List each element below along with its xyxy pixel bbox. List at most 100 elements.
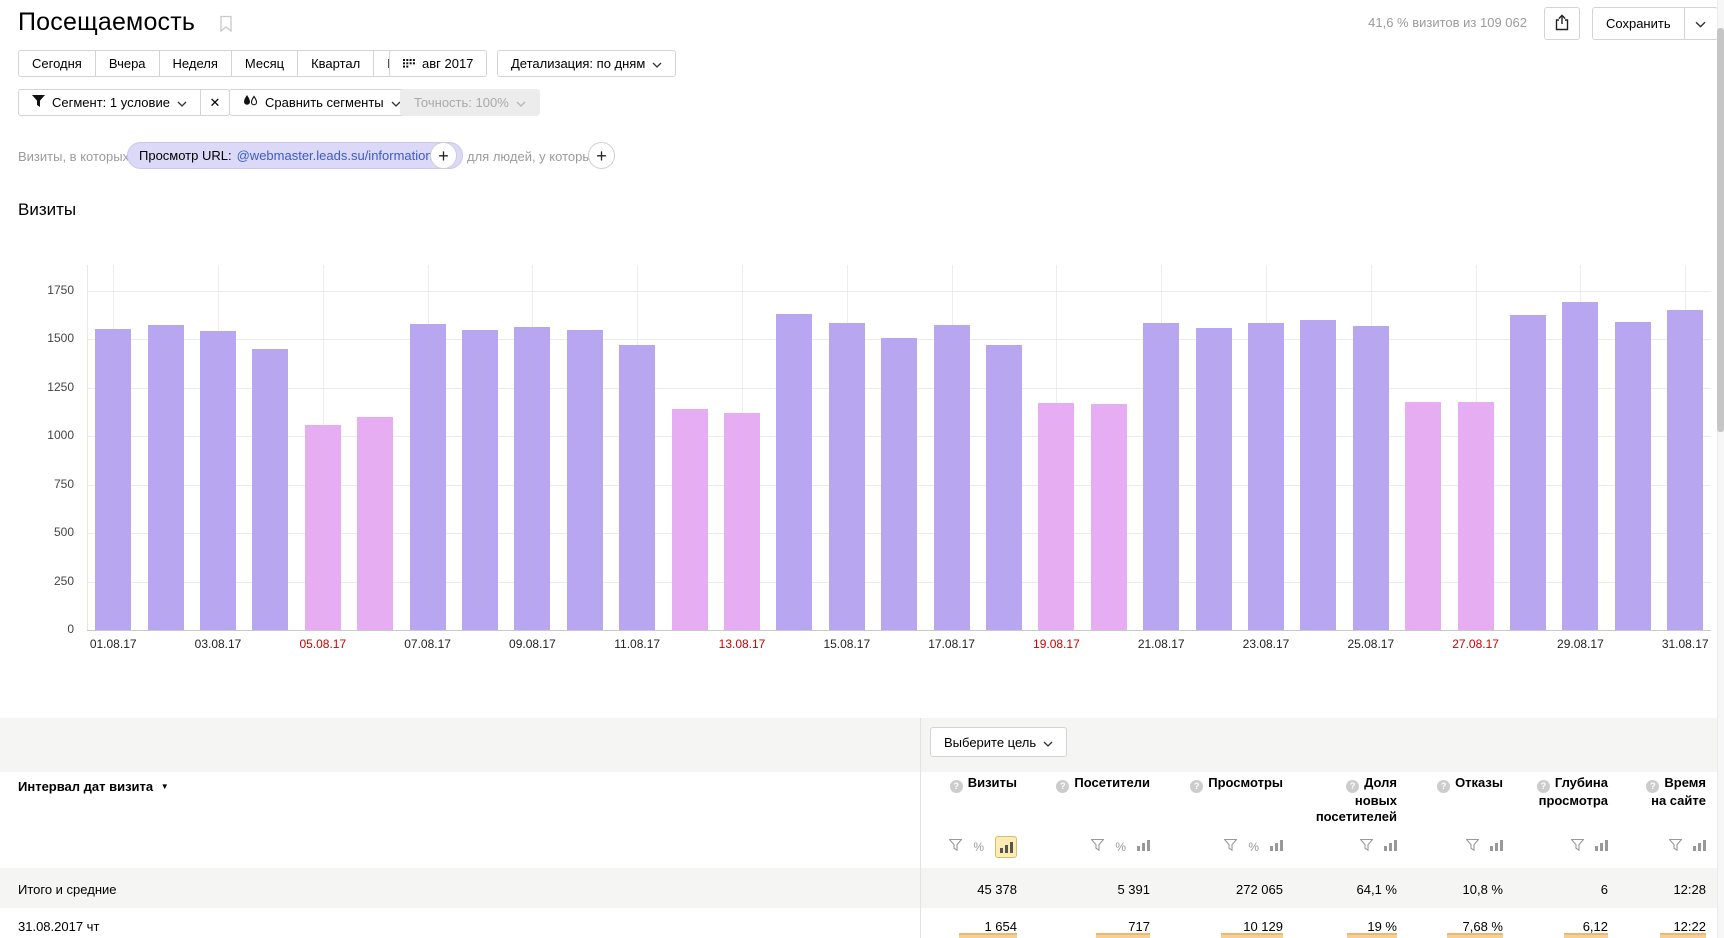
scrollbar-thumb[interactable] — [1717, 28, 1724, 432]
bar-chart-toggle-icon[interactable] — [995, 836, 1017, 858]
scrollbar-track[interactable] — [1717, 0, 1724, 938]
y-axis-line — [87, 265, 88, 630]
chart-vgridline — [218, 265, 219, 630]
column-tools: % — [948, 836, 1017, 858]
total-value-6: 6 — [1600, 882, 1608, 897]
total-value-4: 64,1 % — [1356, 882, 1397, 897]
help-icon[interactable]: ? — [1056, 780, 1070, 793]
add-visit-condition-button[interactable]: + — [430, 142, 457, 169]
percent-toggle-icon[interactable]: % — [973, 840, 984, 854]
totals-row-label: Итого и средние — [18, 882, 117, 897]
dimension-header[interactable]: Интервал дат визита ▼ — [18, 779, 169, 794]
detail-label: Детализация: по дням — [511, 56, 646, 71]
chart-hgridline — [87, 436, 1711, 438]
bar-chart-toggle-icon[interactable] — [1693, 838, 1706, 856]
chart-bar-14.08.17 — [776, 313, 813, 630]
compare-label: Сравнить сегменты — [265, 95, 384, 110]
column-header-2[interactable]: ? Посетители — [1056, 775, 1150, 793]
column-header-4[interactable]: ? Доля новых посетителей — [1316, 775, 1397, 825]
x-axis-label: 13.08.17 — [718, 637, 766, 651]
totals-row-background — [0, 868, 1717, 908]
chart-bar-22.08.17 — [1195, 327, 1232, 630]
accuracy-dropdown[interactable]: Точность: 100% — [400, 89, 540, 116]
column-header-7[interactable]: ? Время на сайте — [1646, 775, 1706, 809]
chip-label: Просмотр URL: — [139, 148, 232, 163]
bar-chart-toggle-icon[interactable] — [1384, 838, 1397, 856]
column-tools — [1668, 836, 1706, 858]
bar-chart-toggle-icon[interactable] — [1490, 838, 1503, 856]
period-button-неделя[interactable]: Неделя — [158, 50, 232, 77]
chart-bar-30.08.17 — [1614, 322, 1651, 630]
column-header-label: на сайте — [1651, 793, 1706, 808]
bar-chart-toggle-icon[interactable] — [1137, 838, 1150, 856]
bar-chart-toggle-icon[interactable] — [1270, 838, 1283, 856]
column-header-1[interactable]: ? Визиты — [949, 775, 1017, 793]
column-header-label: Доля — [1364, 775, 1397, 790]
help-icon[interactable]: ? — [1346, 780, 1360, 793]
percent-toggle-icon[interactable]: % — [1248, 840, 1259, 854]
period-button-вчера[interactable]: Вчера — [94, 50, 160, 77]
filter-funnel-icon[interactable] — [1465, 838, 1480, 856]
filter-funnel-icon[interactable] — [1359, 838, 1374, 856]
help-icon[interactable]: ? — [1190, 780, 1204, 793]
help-icon[interactable]: ? — [1646, 780, 1660, 793]
x-axis-label: 09.08.17 — [509, 637, 556, 651]
filter-funnel-icon[interactable] — [948, 838, 964, 856]
help-icon[interactable]: ? — [949, 780, 963, 793]
x-axis-label: 21.08.17 — [1137, 637, 1185, 651]
period-button-квартал[interactable]: Квартал — [297, 50, 375, 77]
filter-funnel-icon[interactable] — [1668, 838, 1683, 856]
chart-bar-18.08.17 — [986, 344, 1022, 630]
period-button-месяц[interactable]: Месяц — [230, 50, 299, 77]
detail-dropdown[interactable]: Детализация: по дням — [497, 50, 677, 77]
people-condition-label: для людей, у которых — [467, 149, 599, 164]
y-axis-label: 1000 — [47, 428, 74, 443]
percent-toggle-icon[interactable]: % — [1115, 840, 1126, 854]
add-people-condition-button[interactable]: + — [588, 142, 615, 169]
chart-vgridline — [427, 265, 429, 630]
chevron-down-icon — [1043, 735, 1053, 750]
bookmark-icon[interactable] — [219, 15, 233, 38]
column-header-5[interactable]: ? Отказы — [1437, 775, 1503, 793]
x-axis-label: 07.08.17 — [404, 637, 451, 651]
chart-hgridline — [87, 484, 1711, 486]
last-row-label[interactable]: 31.08.2017 чт — [18, 919, 100, 934]
chart-hgridline — [87, 581, 1711, 583]
total-value-5: 10,8 % — [1462, 882, 1503, 897]
chart-vgridline — [113, 265, 115, 630]
column-header-3[interactable]: ? Просмотры — [1190, 775, 1283, 793]
export-button[interactable] — [1544, 7, 1580, 40]
column-header-label: Глубина — [1554, 775, 1608, 790]
help-icon[interactable]: ? — [1437, 780, 1451, 793]
chart-bar-08.08.17 — [462, 330, 498, 630]
column-tools — [1465, 836, 1503, 858]
bar-chart-toggle-icon[interactable] — [1595, 838, 1608, 856]
cell-value-bar — [1660, 933, 1706, 938]
accuracy-label: Точность: 100% — [414, 95, 509, 110]
select-goal-button[interactable]: Выберите цель — [930, 727, 1068, 757]
chart-vgridline — [1266, 265, 1267, 630]
filter-funnel-icon[interactable] — [1223, 838, 1239, 856]
chart-hgridline — [87, 339, 1711, 341]
url-filter-chip[interactable]: Просмотр URL: @webmaster.leads.su/inform… — [127, 142, 463, 169]
column-header-label: Время — [1664, 775, 1706, 790]
compare-segments-button[interactable]: Сравнить сегменты — [229, 89, 415, 116]
save-button[interactable]: Сохранить — [1592, 7, 1685, 40]
save-menu-button[interactable] — [1683, 7, 1718, 40]
segment-button[interactable]: Сегмент: 1 условие — [18, 89, 201, 116]
column-header-6[interactable]: ? Глубина просмотра — [1536, 775, 1608, 809]
cell-value-bar — [1096, 933, 1150, 938]
calendar-button[interactable]: авг 2017 — [389, 50, 488, 77]
row-value-4: 19 % — [1367, 919, 1397, 934]
filter-funnel-icon[interactable] — [1090, 838, 1106, 856]
help-icon[interactable]: ? — [1536, 780, 1550, 793]
column-tools: % — [1090, 836, 1150, 858]
filter-funnel-icon[interactable] — [1570, 838, 1585, 856]
chart-hgridline — [87, 387, 1711, 389]
period-button-сегодня[interactable]: Сегодня — [18, 50, 96, 77]
chart-vgridline — [951, 265, 953, 630]
column-header-label: Визиты — [967, 775, 1017, 790]
segment-clear-button[interactable]: ✕ — [199, 89, 230, 116]
cell-value-bar — [1347, 933, 1397, 938]
segment-label: Сегмент: 1 условие — [52, 95, 170, 110]
